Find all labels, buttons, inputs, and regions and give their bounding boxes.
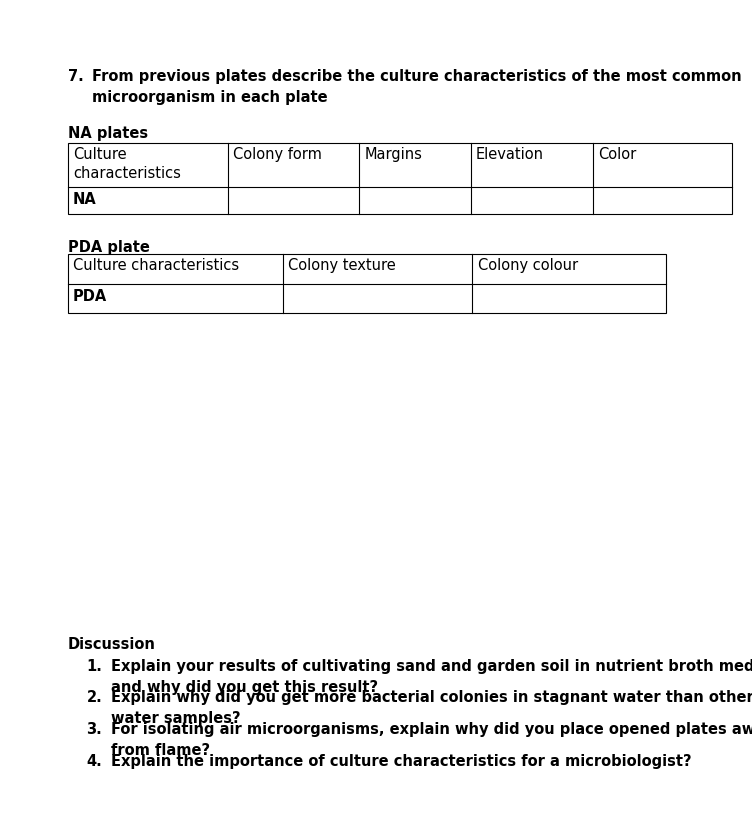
Text: Colony texture: Colony texture xyxy=(288,258,396,273)
Text: NA: NA xyxy=(73,192,97,206)
Text: Colony colour: Colony colour xyxy=(478,258,578,273)
Text: Explain why did you get more bacterial colonies in stagnant water than other
wat: Explain why did you get more bacterial c… xyxy=(111,690,752,726)
Text: Margins: Margins xyxy=(365,147,423,161)
Text: PDA plate: PDA plate xyxy=(68,240,150,255)
Text: Colony form: Colony form xyxy=(233,147,322,161)
Text: 1.: 1. xyxy=(86,659,102,673)
Text: NA plates: NA plates xyxy=(68,126,148,141)
Text: 7.: 7. xyxy=(68,69,83,84)
Text: For isolating air microorganisms, explain why did you place opened plates away
f: For isolating air microorganisms, explai… xyxy=(111,722,752,758)
Text: Explain your results of cultivating sand and garden soil in nutrient broth media: Explain your results of cultivating sand… xyxy=(111,659,752,694)
Text: 3.: 3. xyxy=(86,722,102,737)
Text: Explain the importance of culture characteristics for a microbiologist?: Explain the importance of culture charac… xyxy=(111,754,692,769)
Text: Discussion: Discussion xyxy=(68,637,156,652)
Text: 4.: 4. xyxy=(86,754,102,769)
Text: Culture characteristics: Culture characteristics xyxy=(73,258,239,273)
Text: 2.: 2. xyxy=(86,690,102,705)
Text: From previous plates describe the culture characteristics of the most common
mic: From previous plates describe the cultur… xyxy=(92,69,741,105)
Text: Color: Color xyxy=(599,147,637,161)
Text: PDA: PDA xyxy=(73,289,108,303)
Text: Elevation: Elevation xyxy=(476,147,544,161)
Text: Culture
characteristics: Culture characteristics xyxy=(73,147,180,181)
